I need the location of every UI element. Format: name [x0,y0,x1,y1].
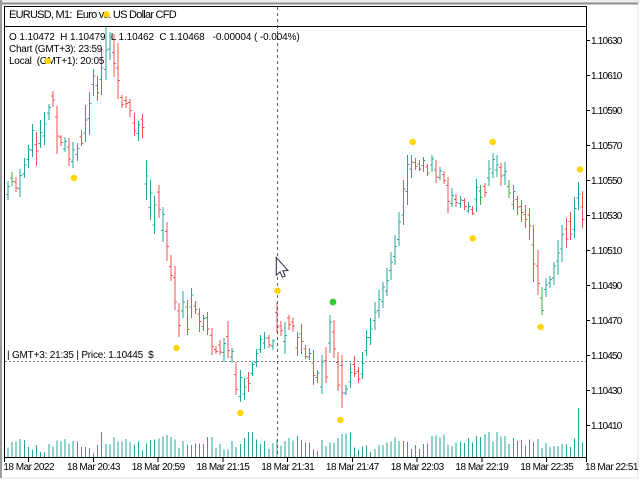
svg-text:Chart (GMT+3): 23:59: Chart (GMT+3): 23:59 [9,44,103,55]
svg-text:1.10550: 1.10550 [591,176,623,187]
svg-text:18 Mar 2022: 18 Mar 2022 [3,462,55,473]
svg-text:18 Mar 22:03: 18 Mar 22:03 [391,462,445,473]
svg-text:1.10510: 1.10510 [591,246,623,257]
svg-text:1.10470: 1.10470 [591,316,623,327]
svg-text:1.10430: 1.10430 [591,386,623,397]
svg-text:1.10410: 1.10410 [591,421,623,432]
svg-text:18 Mar 22:35: 18 Mar 22:35 [520,462,574,473]
svg-text:EURUSD, M1: Euro vs. US Dolla: EURUSD, M1: Euro vs. US Dollar CFD [9,9,177,21]
svg-text:18 Mar 21:31: 18 Mar 21:31 [261,462,315,473]
svg-text:1.10450: 1.10450 [591,351,623,362]
svg-text:18 Mar 22:19: 18 Mar 22:19 [455,462,509,473]
svg-text:18 Mar 20:59: 18 Mar 20:59 [132,462,186,473]
svg-text:Local (GMT+1): 20:05: Local (GMT+1): 20:05 [9,56,105,67]
svg-text:1.10590: 1.10590 [591,106,623,117]
svg-text:1.10490: 1.10490 [591,281,623,292]
svg-text:1.10530: 1.10530 [591,211,623,222]
svg-text:O 1.10472 H 1.10479 L 1.1046: O 1.10472 H 1.10479 L 1.10462 C 1.10468 … [9,32,300,43]
svg-text:18 Mar 21:47: 18 Mar 21:47 [326,462,380,473]
svg-text:1.10630: 1.10630 [591,36,623,47]
svg-text:18 Mar 21:15: 18 Mar 21:15 [196,462,250,473]
svg-text:| GMT+3: 21:35 | Price: 1.1044: | GMT+3: 21:35 | Price: 1.10445 $ [7,350,154,361]
svg-text:1.10570: 1.10570 [591,141,623,152]
svg-text:18 Mar 20:43: 18 Mar 20:43 [67,462,121,473]
svg-text:18 Mar 22:51: 18 Mar 22:51 [585,462,639,473]
svg-text:1.10610: 1.10610 [591,71,623,82]
